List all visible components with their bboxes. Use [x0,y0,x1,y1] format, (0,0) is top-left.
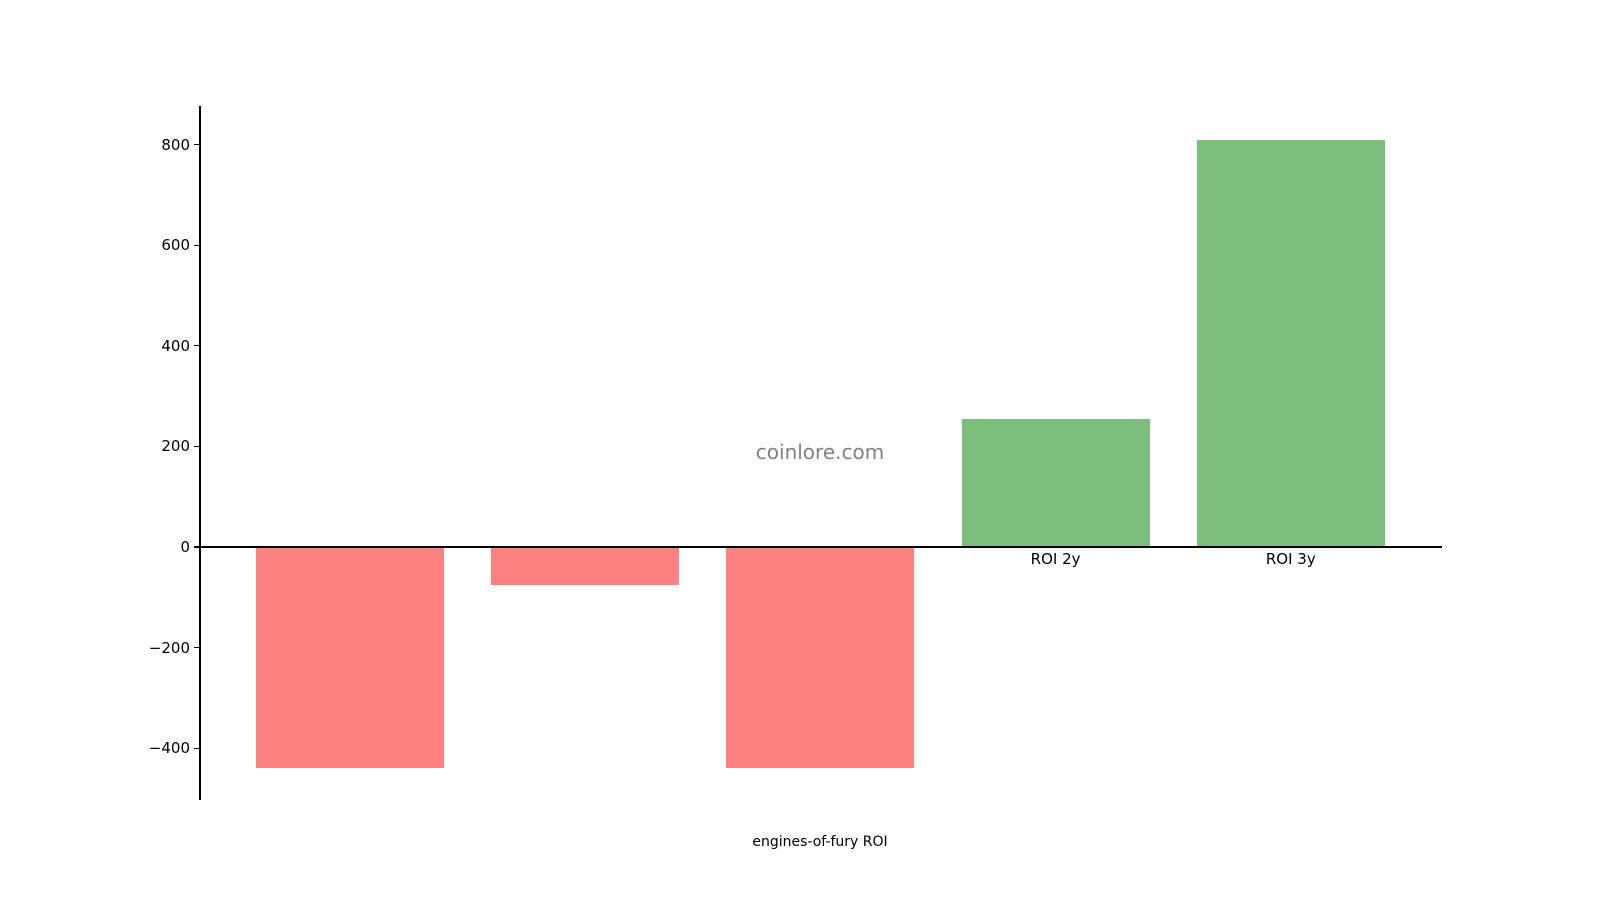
y-tick [194,546,200,548]
x-category-label: ROI 3y [1265,550,1316,568]
y-tick-label: −200 [148,638,190,657]
y-tick-label: 800 [161,135,190,154]
bar [256,547,444,769]
watermark: coinlore.com [755,440,885,464]
x-axis-line [200,546,1442,548]
y-tick [194,445,200,448]
y-tick-label: 200 [161,437,190,456]
y-tick [194,646,200,649]
bar [491,547,680,585]
y-tick-label: 400 [161,336,190,355]
y-tick-label: 600 [161,236,190,255]
bar [726,547,915,769]
y-tick-label: 0 [180,538,190,556]
y-axis-spine [199,106,201,800]
y-tick [194,244,200,246]
y-tick [194,345,200,347]
y-tick [194,143,200,146]
bar [1196,139,1385,547]
y-tick [194,747,200,749]
y-tick-label: −400 [148,739,190,758]
bar [961,418,1150,547]
x-category-label: ROI 2y [1030,550,1081,568]
x-axis-title: engines-of-fury ROI [752,834,888,850]
